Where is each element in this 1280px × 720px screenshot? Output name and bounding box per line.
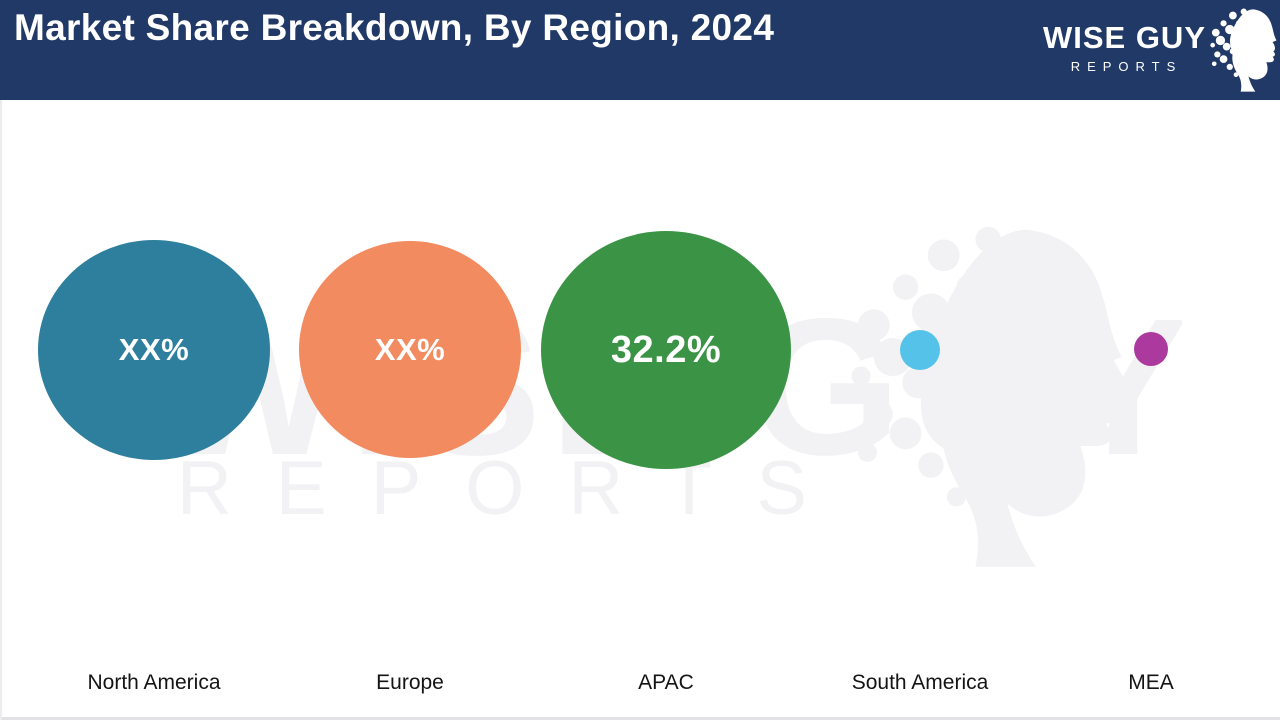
bubble-mea[interactable] bbox=[1134, 332, 1168, 366]
bubble-north-america[interactable]: XX% bbox=[38, 240, 270, 460]
header: Market Share Breakdown, By Region, 2024 … bbox=[0, 0, 1280, 100]
category-label-apac: APAC bbox=[638, 671, 694, 694]
bubble-europe[interactable]: XX% bbox=[299, 241, 521, 458]
bottom-border bbox=[2, 717, 1280, 720]
bubble-apac[interactable]: 32.2% bbox=[541, 231, 791, 469]
logo-subtitle: REPORTS bbox=[1070, 59, 1183, 74]
category-label-europe: Europe bbox=[376, 671, 444, 694]
page-title: Market Share Breakdown, By Region, 2024 bbox=[14, 7, 775, 48]
logo-text: WISE GUY REPORTS bbox=[1043, 22, 1206, 74]
category-label-south-america: South America bbox=[851, 671, 989, 694]
category-label-mea: MEA bbox=[1128, 671, 1174, 694]
bubble-value-label: 32.2% bbox=[610, 328, 722, 371]
category-label-north-america: North America bbox=[87, 671, 221, 694]
bubble-value-label: XX% bbox=[118, 332, 190, 367]
bubble-south-america[interactable] bbox=[900, 330, 940, 370]
bubble-value-label: XX% bbox=[374, 331, 446, 367]
logo-wordmark: WISE GUY bbox=[1042, 20, 1206, 55]
wiseguy-logo: WISE GUY REPORTS bbox=[1043, 6, 1278, 92]
